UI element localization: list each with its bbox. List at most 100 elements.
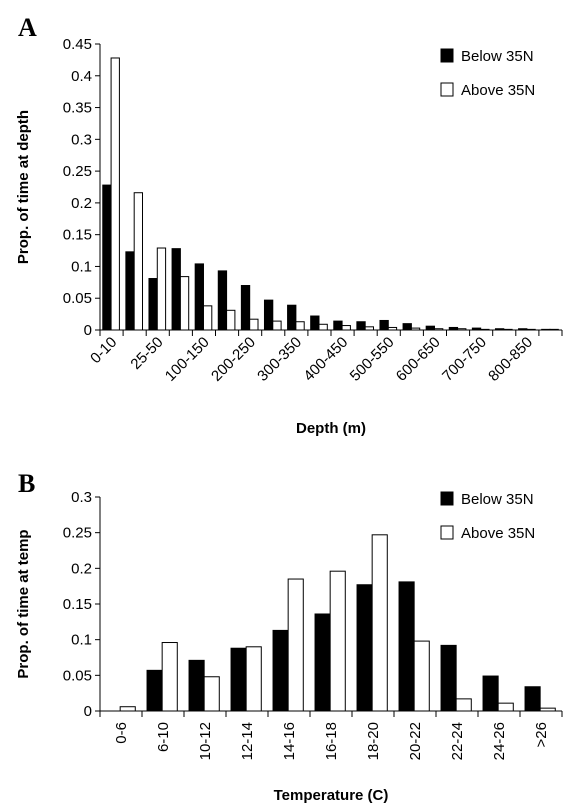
bar-above-35n	[371, 534, 388, 712]
y-tick-label: 0.45	[63, 36, 92, 53]
legend-label: Above 35N	[461, 82, 535, 99]
temperature-chart: B 0 0.05 0.1 0.15 0.2 0.25 0.3 Prop. of time at …	[15, 469, 563, 804]
bar-above-35n	[433, 328, 444, 331]
depth-chart-panel: A 0 0.05 0.1 0.15 0.2 0.25 0.3 0.35 0.4 0.45 Prop. …	[15, 13, 563, 437]
legend-label: Below 35N	[461, 491, 534, 508]
bar-above-35n	[387, 326, 398, 331]
bar-below-35n	[398, 581, 415, 712]
legend-label: Below 35N	[461, 48, 534, 65]
bar-below-35n	[524, 686, 541, 712]
bar-below-35n	[356, 584, 373, 712]
bar-below-35n	[541, 328, 551, 331]
bar-below-35n	[471, 327, 482, 331]
bar-above-35n	[539, 707, 556, 712]
bar-above-35n	[203, 676, 220, 712]
bar-below-35n	[125, 251, 135, 331]
y-tick-label: 0.35	[63, 100, 92, 117]
bar-below-35n	[230, 647, 247, 712]
bar-below-35n	[356, 321, 366, 331]
bar-above-35n	[410, 327, 421, 331]
bar-below-35n	[518, 328, 528, 331]
bar-below-35n	[440, 644, 457, 712]
y-tick-label: 0	[84, 322, 92, 339]
legend-swatch	[440, 82, 454, 97]
x-tick-label: 10-12	[197, 722, 214, 760]
bar-above-35n	[133, 192, 144, 331]
bar-above-35n	[249, 318, 259, 331]
bar-above-35n	[272, 320, 282, 331]
y-tick-label: 0.2	[71, 195, 92, 212]
x-tick-label: 12-14	[239, 722, 256, 760]
y-axis-title: Prop. of time at depth	[15, 110, 32, 264]
y-tick-label: 0.05	[63, 667, 92, 684]
legend-swatch	[440, 48, 454, 63]
bar-below-35n	[482, 675, 499, 712]
bar-below-35n	[314, 613, 331, 712]
y-tick-label: 0.15	[63, 227, 92, 244]
x-tick-label: 18-20	[365, 722, 382, 760]
y-tick-label: 0.15	[63, 596, 92, 613]
bar-below-35n	[402, 323, 412, 331]
x-tick-label: 800-850	[485, 334, 536, 385]
x-tick-label: 700-750	[439, 334, 490, 385]
x-tick-label: 25-50	[127, 334, 166, 373]
legend-swatch	[440, 491, 454, 506]
bar-above-35n	[161, 642, 178, 712]
x-tick-label: 0-6	[113, 722, 130, 744]
bar-below-35n	[148, 278, 158, 331]
bar-below-35n	[310, 315, 320, 331]
y-tick-label: 0.05	[63, 290, 92, 307]
bar-below-35n	[263, 299, 274, 331]
bar-above-35n	[156, 247, 167, 331]
x-tick-label: 300-350	[254, 334, 305, 385]
temperature-chart-panel: B 0 0.05 0.1 0.15 0.2 0.25 0.3 Prop. of time at …	[0, 460, 573, 808]
y-axis-title: Prop. of time at temp	[15, 529, 32, 678]
x-tick-label: >26	[533, 722, 550, 747]
x-tick-label: 14-16	[281, 722, 298, 760]
bar-above-35n	[287, 578, 304, 712]
x-tick-label: 22-24	[449, 722, 466, 760]
panel-label: A	[18, 13, 37, 42]
y-tick-label: 0	[84, 703, 92, 720]
bar-above-35n	[455, 698, 472, 712]
bar-below-35n	[448, 326, 459, 331]
bar-below-35n	[287, 304, 297, 331]
bar-below-35n	[379, 319, 389, 331]
bar-below-35n	[188, 659, 205, 712]
bar-below-35n	[272, 629, 289, 712]
bar-above-35n	[318, 323, 328, 331]
x-tick-label: 20-22	[407, 722, 424, 760]
bar-below-35n	[171, 248, 181, 331]
bar-above-35n	[341, 325, 351, 331]
bar-above-35n	[480, 328, 490, 331]
x-tick-label: 24-26	[491, 722, 508, 760]
bar-below-35n	[333, 320, 343, 331]
bar-above-35n	[202, 305, 213, 331]
bar-above-35n	[413, 640, 430, 712]
x-tick-label: 200-250	[208, 334, 259, 385]
bar-above-35n	[226, 309, 236, 331]
x-axis-title: Temperature (C)	[274, 787, 389, 804]
bar-above-35n	[526, 328, 536, 331]
x-tick-label: 0-10	[87, 334, 120, 367]
bar-below-35n	[217, 270, 228, 331]
bar-above-35n	[329, 570, 346, 712]
bar-above-35n	[119, 706, 136, 712]
bar-below-35n	[194, 263, 204, 331]
x-tick-label: 6-10	[155, 722, 172, 752]
x-tick-label: 500-550	[347, 334, 398, 385]
x-axis-title: Depth (m)	[296, 420, 366, 437]
bar-below-35n	[240, 285, 251, 331]
legend-label: Above 35N	[461, 525, 535, 542]
x-tick-label: 400-450	[300, 334, 351, 385]
bar-above-35n	[179, 276, 190, 331]
x-tick-label: 16-18	[323, 722, 340, 760]
x-tick-label: 100-150	[162, 334, 213, 385]
bar-below-35n	[425, 325, 435, 331]
y-tick-label: 0.25	[63, 163, 92, 180]
y-tick-label: 0.1	[71, 258, 92, 275]
bar-below-35n	[146, 669, 163, 712]
bar-above-35n	[457, 328, 467, 331]
bar-above-35n	[503, 328, 513, 331]
x-tick-label: 600-650	[393, 334, 444, 385]
